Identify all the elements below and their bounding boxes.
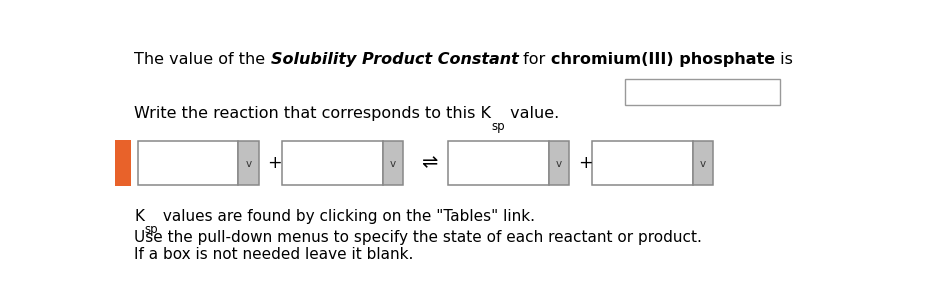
- Text: values are found by clicking on the "Tables" link.: values are found by clicking on the "Tab…: [158, 209, 535, 224]
- Text: v: v: [390, 159, 396, 169]
- Text: sp: sp: [492, 120, 505, 133]
- Text: +: +: [578, 154, 592, 172]
- Text: +: +: [268, 154, 282, 172]
- FancyBboxPatch shape: [239, 141, 258, 185]
- Text: v: v: [700, 159, 706, 169]
- FancyBboxPatch shape: [383, 141, 403, 185]
- Text: is: is: [775, 52, 792, 67]
- Text: Write the reaction that corresponds to this K: Write the reaction that corresponds to t…: [134, 105, 492, 120]
- FancyBboxPatch shape: [625, 79, 780, 105]
- Text: If a box is not needed leave it blank.: If a box is not needed leave it blank.: [134, 246, 414, 262]
- Text: Use the pull-down menus to specify the state of each reactant or product.: Use the pull-down menus to specify the s…: [134, 230, 702, 245]
- Text: Solubility Product Constant: Solubility Product Constant: [271, 52, 518, 67]
- FancyBboxPatch shape: [282, 141, 383, 185]
- Text: $\rightleftharpoons$: $\rightleftharpoons$: [417, 153, 439, 172]
- Text: for: for: [518, 52, 551, 67]
- Bar: [116, 139, 132, 186]
- Text: value.: value.: [505, 105, 559, 120]
- Text: v: v: [245, 159, 252, 169]
- FancyBboxPatch shape: [592, 141, 693, 185]
- FancyBboxPatch shape: [693, 141, 713, 185]
- FancyBboxPatch shape: [138, 141, 239, 185]
- Text: chromium(III) phosphate: chromium(III) phosphate: [551, 52, 775, 67]
- Text: K: K: [134, 209, 144, 224]
- FancyBboxPatch shape: [448, 141, 549, 185]
- Text: v: v: [556, 159, 562, 169]
- Text: The value of the: The value of the: [134, 52, 271, 67]
- FancyBboxPatch shape: [549, 141, 570, 185]
- Text: sp: sp: [144, 223, 158, 236]
